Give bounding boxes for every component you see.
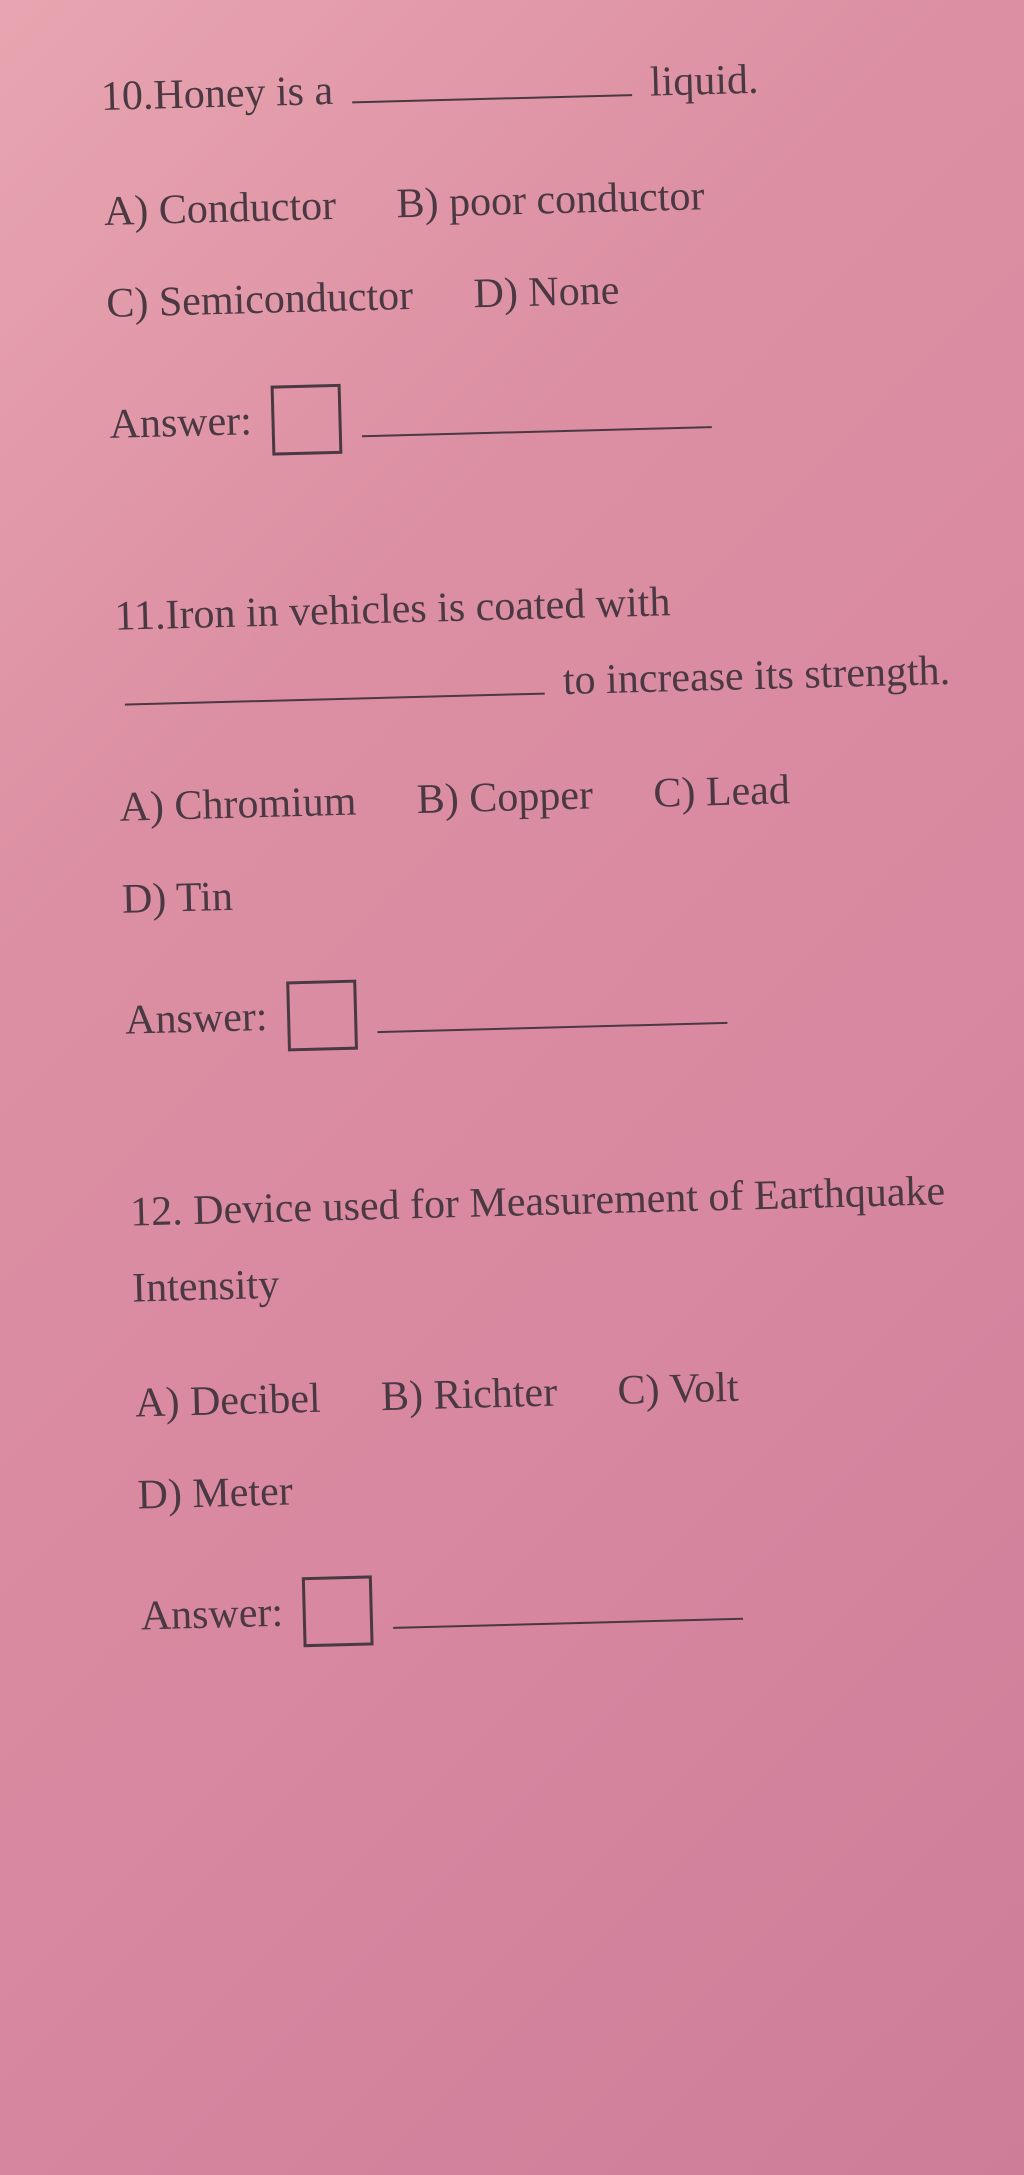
- question-11-answer-row: Answer:: [124, 963, 990, 1056]
- question-10-answer-row: Answer:: [109, 368, 975, 461]
- question-11-option-d: D) Tin: [121, 874, 233, 923]
- question-10-answer-label: Answer:: [109, 398, 253, 450]
- question-11-answer-label: Answer:: [125, 993, 269, 1045]
- question-10-answer-line: [362, 426, 712, 437]
- question-10-options: A) Conductor B) poor conductor C) Semico…: [103, 143, 972, 350]
- question-11-blank[interactable]: [124, 653, 545, 706]
- worksheet-page: 10.Honey is a liquid. A) Conductor B) po…: [100, 37, 1005, 1651]
- question-11-option-a: A) Chromium: [119, 778, 357, 830]
- question-10-text-after: liquid.: [649, 57, 759, 106]
- question-10-option-a: A) Conductor: [103, 182, 336, 234]
- question-11-text-after: to increase its strength.: [562, 648, 950, 704]
- question-12-option-d: D) Meter: [137, 1468, 293, 1518]
- question-11-text-before: 11.Iron in vehicles is coated with: [114, 580, 671, 641]
- question-12-text: 12. Device used for Measurement of Earth…: [129, 1153, 997, 1327]
- question-12-answer-box[interactable]: [302, 1576, 374, 1648]
- question-11-block: 11.Iron in vehicles is coated with to in…: [114, 558, 990, 1056]
- question-10-answer-box[interactable]: [271, 384, 343, 456]
- question-11-option-c: C) Lead: [653, 767, 791, 817]
- question-10-text-before: 10.Honey is a: [100, 68, 344, 120]
- question-12-block: 12. Device used for Measurement of Earth…: [129, 1153, 1005, 1651]
- question-10-blank[interactable]: [351, 54, 632, 103]
- question-12-answer-row: Answer:: [140, 1559, 1006, 1652]
- question-12-option-c: C) Volt: [617, 1364, 739, 1413]
- question-11-answer-line: [378, 1022, 728, 1033]
- question-12-text-full: 12. Device used for Measurement of Earth…: [130, 1169, 946, 1312]
- question-10-block: 10.Honey is a liquid. A) Conductor B) po…: [100, 37, 974, 460]
- question-12-answer-label: Answer:: [140, 1589, 284, 1641]
- question-12-option-a: A) Decibel: [135, 1375, 322, 1426]
- question-10-option-b: B) poor conductor: [396, 173, 705, 227]
- question-11-options: A) Chromium B) Copper C) Lead D) Tin: [118, 739, 987, 946]
- question-10-text: 10.Honey is a liquid.: [100, 37, 966, 135]
- question-10-option-c: C) Semiconductor: [106, 273, 414, 327]
- question-11-option-b: B) Copper: [416, 772, 593, 823]
- question-10-option-d: D) None: [473, 267, 620, 317]
- question-11-text: 11.Iron in vehicles is coated with to in…: [114, 558, 982, 732]
- question-12-options: A) Decibel B) Richter C) Volt D) Meter: [134, 1334, 1003, 1541]
- question-12-option-b: B) Richter: [380, 1369, 557, 1420]
- question-12-answer-line: [393, 1618, 743, 1629]
- question-11-answer-box[interactable]: [287, 980, 359, 1052]
